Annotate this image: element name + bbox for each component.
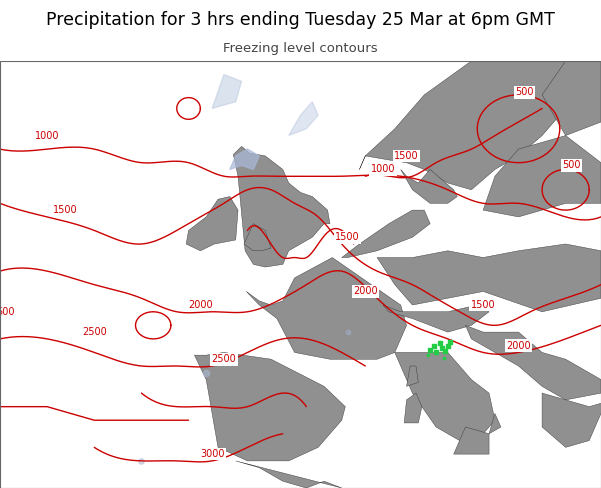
Point bbox=[443, 342, 453, 349]
Polygon shape bbox=[186, 197, 238, 251]
Polygon shape bbox=[406, 366, 418, 386]
Point bbox=[441, 347, 450, 355]
Point bbox=[343, 328, 352, 336]
Polygon shape bbox=[542, 61, 601, 136]
Point bbox=[437, 345, 447, 352]
Text: 500: 500 bbox=[0, 307, 15, 317]
Polygon shape bbox=[404, 393, 422, 423]
Text: 500: 500 bbox=[563, 161, 581, 170]
Polygon shape bbox=[288, 102, 318, 136]
Polygon shape bbox=[212, 75, 242, 108]
Text: 3000: 3000 bbox=[200, 449, 224, 459]
Polygon shape bbox=[483, 136, 601, 217]
Polygon shape bbox=[246, 258, 406, 359]
Point bbox=[429, 342, 439, 349]
Polygon shape bbox=[395, 352, 495, 441]
Polygon shape bbox=[195, 352, 346, 461]
Text: 500: 500 bbox=[515, 87, 534, 97]
Text: 2000: 2000 bbox=[506, 341, 531, 351]
Point bbox=[201, 369, 211, 377]
Text: Freezing level contours: Freezing level contours bbox=[223, 42, 378, 55]
Text: 1500: 1500 bbox=[394, 151, 419, 161]
Text: 1500: 1500 bbox=[471, 300, 495, 310]
Polygon shape bbox=[383, 305, 489, 332]
Text: Precipitation for 3 hrs ending Tuesday 25 Mar at 6pm GMT: Precipitation for 3 hrs ending Tuesday 2… bbox=[46, 11, 555, 28]
Polygon shape bbox=[359, 61, 601, 190]
Polygon shape bbox=[454, 427, 489, 454]
Text: 1500: 1500 bbox=[335, 232, 360, 242]
Text: 1500: 1500 bbox=[52, 205, 77, 215]
Polygon shape bbox=[401, 169, 457, 203]
Text: 1000: 1000 bbox=[35, 131, 59, 141]
Polygon shape bbox=[236, 461, 342, 488]
Polygon shape bbox=[489, 413, 501, 434]
Polygon shape bbox=[244, 224, 271, 251]
Text: 2000: 2000 bbox=[188, 300, 213, 310]
Point bbox=[439, 354, 449, 362]
Text: 2500: 2500 bbox=[82, 327, 106, 337]
Polygon shape bbox=[542, 393, 601, 447]
Point bbox=[445, 338, 455, 346]
Point bbox=[435, 339, 444, 347]
Text: 2000: 2000 bbox=[353, 286, 377, 296]
Point bbox=[431, 348, 441, 356]
Point bbox=[426, 346, 435, 354]
Polygon shape bbox=[230, 149, 259, 169]
Polygon shape bbox=[377, 244, 601, 312]
Polygon shape bbox=[466, 325, 601, 400]
Polygon shape bbox=[342, 210, 430, 258]
Text: 1000: 1000 bbox=[371, 164, 395, 174]
Text: 2500: 2500 bbox=[212, 354, 236, 364]
Point bbox=[423, 351, 433, 359]
Point bbox=[136, 457, 146, 465]
Polygon shape bbox=[233, 146, 330, 267]
